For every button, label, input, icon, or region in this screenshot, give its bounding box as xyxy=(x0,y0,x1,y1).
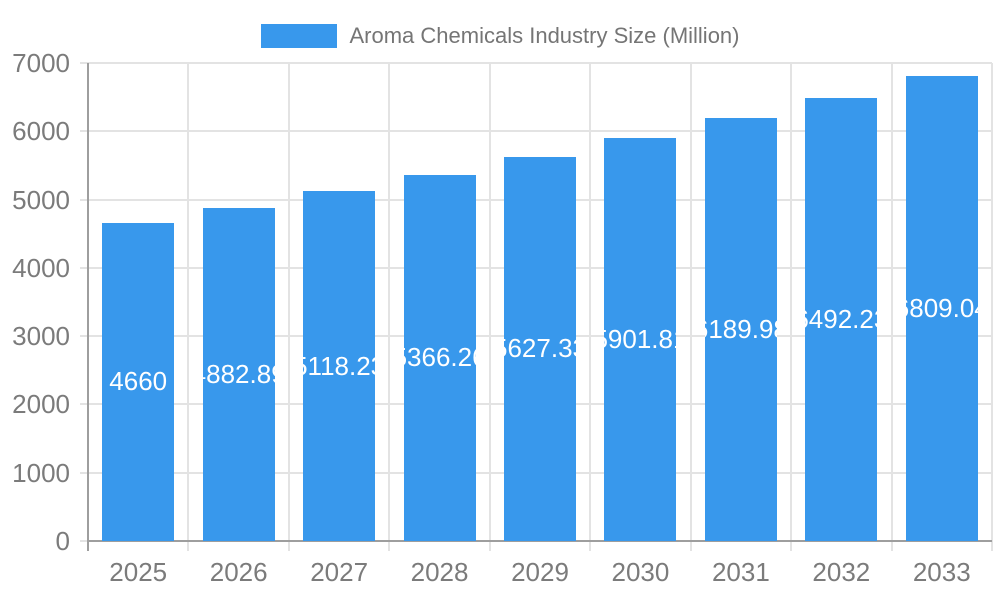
y-axis-tick-label: 0 xyxy=(55,526,70,556)
y-gridline xyxy=(80,62,992,64)
bar-value-label: 6492.23 xyxy=(805,303,877,334)
x-axis-tick-label: 2026 xyxy=(209,557,268,587)
bar-value-label: 6809.04 xyxy=(906,293,978,323)
bar-value-label: 4882.89 xyxy=(203,358,275,389)
bar[interactable]: 5901.81 xyxy=(604,137,677,541)
x-gridline xyxy=(589,63,592,551)
bar[interactable]: 4660 xyxy=(102,222,175,541)
bar[interactable]: 6492.23 xyxy=(805,97,878,541)
x-axis-tick-label: 2030 xyxy=(611,557,670,587)
x-axis-tick-label: 2032 xyxy=(812,557,871,587)
x-axis-tick-label: 2027 xyxy=(310,557,369,587)
x-axis-tick-label: 2029 xyxy=(511,557,569,587)
bar-value-label: 6189.98 xyxy=(705,314,777,345)
legend[interactable]: Aroma Chemicals Industry Size (Million) xyxy=(0,14,1000,58)
bar-value-label: 5627.33 xyxy=(504,333,576,364)
bar[interactable]: 6809.04 xyxy=(905,76,978,541)
x-gridline xyxy=(388,63,391,551)
x-axis-tick-label: 2025 xyxy=(109,557,168,587)
x-gridline xyxy=(287,63,290,551)
x-gridline xyxy=(689,63,692,551)
bar[interactable]: 5366.26 xyxy=(403,174,476,541)
y-axis-tick-label: 1000 xyxy=(12,457,70,488)
bar-value-label: 4660 xyxy=(109,366,168,397)
x-gridline xyxy=(187,63,190,551)
legend-label[interactable]: Aroma Chemicals Industry Size (Million) xyxy=(349,23,740,48)
x-axis-line xyxy=(88,540,992,542)
x-gridline xyxy=(991,63,993,551)
y-axis-tick-label: 5000 xyxy=(12,184,70,215)
x-gridline xyxy=(488,63,491,551)
legend-swatch[interactable] xyxy=(260,24,337,48)
y-gridline xyxy=(80,130,992,133)
y-axis-tick-label: 6000 xyxy=(12,116,70,147)
bar-value-label: 5901.81 xyxy=(604,323,676,354)
bar-value-label: 5366.26 xyxy=(404,342,476,373)
bar-value-label: 5118.23 xyxy=(303,350,375,381)
y-axis-tick xyxy=(80,540,88,542)
y-axis-tick-label: 2000 xyxy=(12,389,70,420)
y-axis-tick-label: 3000 xyxy=(12,321,70,352)
bar[interactable]: 5627.33 xyxy=(504,156,576,541)
bar[interactable]: 5118.23 xyxy=(303,191,376,541)
y-axis-tick-label: 7000 xyxy=(12,48,70,78)
x-axis-tick-label: 2033 xyxy=(912,557,971,587)
y-axis-tick-label: 4000 xyxy=(12,252,70,283)
x-axis-tick-label: 2031 xyxy=(711,557,770,587)
x-gridline xyxy=(890,63,893,551)
bar[interactable]: 6189.98 xyxy=(704,118,777,541)
x-axis-tick-label: 2028 xyxy=(410,557,469,587)
y-axis-line xyxy=(87,63,89,551)
bar[interactable]: 4882.89 xyxy=(202,207,275,541)
x-gridline xyxy=(790,63,793,551)
